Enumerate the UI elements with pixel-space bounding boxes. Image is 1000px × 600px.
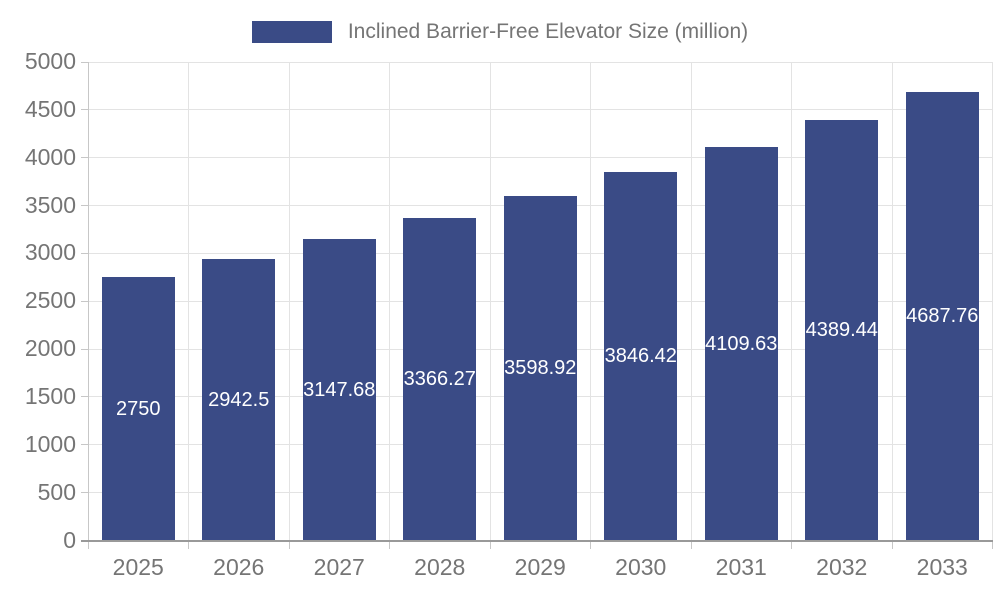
x-axis-tick bbox=[489, 540, 491, 549]
bar-value-label: 3366.27 bbox=[403, 368, 476, 391]
y-axis-tick-label: 0 bbox=[63, 526, 76, 553]
bar bbox=[905, 91, 979, 541]
x-axis-tick-label: 2032 bbox=[816, 554, 868, 580]
v-gridline bbox=[489, 62, 491, 541]
y-axis-tick bbox=[81, 492, 88, 494]
bar bbox=[503, 196, 577, 541]
x-axis-tick bbox=[288, 540, 290, 549]
x-axis-tick-label: 2027 bbox=[313, 554, 365, 580]
x-axis-tick bbox=[992, 540, 993, 549]
h-gridline bbox=[88, 109, 993, 111]
x-axis-tick-label: 2033 bbox=[916, 554, 968, 580]
v-gridline bbox=[389, 62, 390, 541]
v-gridline bbox=[188, 62, 189, 541]
bar-value-label: 4389.44 bbox=[805, 319, 878, 342]
y-axis-tick-label: 5000 bbox=[24, 48, 76, 74]
bar bbox=[202, 258, 276, 541]
y-axis-tick bbox=[81, 348, 88, 350]
bar-value-label: 3846.42 bbox=[604, 345, 677, 368]
y-axis-tick-label: 4000 bbox=[24, 143, 76, 170]
x-axis-tick-label: 2025 bbox=[112, 554, 164, 580]
bar bbox=[604, 172, 678, 541]
legend[interactable]: Inclined Barrier-Free Elevator Size (mil… bbox=[0, 14, 1000, 50]
x-axis-tick bbox=[87, 540, 89, 549]
v-gridline bbox=[791, 62, 792, 541]
v-gridline bbox=[690, 62, 692, 541]
x-axis-tick-label: 2026 bbox=[213, 554, 265, 580]
bar bbox=[101, 277, 175, 541]
x-axis-tick-label: 2030 bbox=[615, 554, 667, 580]
x-axis-tick-label: 2029 bbox=[514, 554, 566, 580]
y-axis-tick bbox=[81, 444, 88, 446]
x-axis-tick-label: 2031 bbox=[715, 554, 767, 580]
x-axis-tick bbox=[690, 540, 692, 549]
y-axis-tick bbox=[81, 157, 88, 159]
y-axis-tick bbox=[81, 61, 88, 63]
h-gridline bbox=[88, 61, 993, 63]
x-axis-tick bbox=[891, 540, 893, 549]
bar-value-label: 4109.63 bbox=[705, 332, 778, 355]
bar-value-label: 2750 bbox=[116, 397, 161, 420]
bar bbox=[805, 120, 879, 541]
bar bbox=[403, 218, 477, 541]
bar bbox=[704, 147, 778, 541]
x-axis-tick bbox=[188, 540, 189, 549]
y-axis-tick bbox=[81, 252, 88, 254]
bar-value-label: 4687.76 bbox=[906, 305, 979, 328]
x-axis-tick bbox=[389, 540, 390, 549]
y-axis-tick-label: 2000 bbox=[24, 335, 76, 362]
y-axis-tick-label: 1500 bbox=[24, 382, 76, 409]
v-gridline bbox=[992, 62, 993, 541]
y-axis-line bbox=[87, 62, 89, 542]
h-gridline bbox=[88, 157, 993, 159]
y-axis-tick-label: 3500 bbox=[24, 191, 76, 218]
y-axis-tick bbox=[81, 300, 88, 302]
v-gridline bbox=[590, 62, 591, 541]
y-axis-tick-label: 2500 bbox=[24, 287, 76, 314]
bar bbox=[302, 239, 376, 541]
y-axis-tick-label: 3000 bbox=[24, 239, 76, 266]
y-axis-tick bbox=[81, 109, 88, 111]
bar-value-label: 2942.5 bbox=[208, 388, 270, 411]
legend-swatch-icon bbox=[251, 21, 332, 43]
y-axis-tick-label: 1000 bbox=[24, 430, 76, 457]
y-axis-tick bbox=[81, 396, 88, 398]
x-axis-tick bbox=[791, 540, 792, 549]
x-axis-tick bbox=[590, 540, 591, 549]
y-axis-tick bbox=[81, 205, 88, 207]
y-axis-tick-label: 500 bbox=[37, 478, 76, 505]
x-axis-line bbox=[81, 540, 993, 542]
x-axis-tick-label: 2028 bbox=[414, 554, 466, 580]
v-gridline bbox=[288, 62, 290, 541]
y-axis-tick-label: 4500 bbox=[24, 95, 76, 122]
bar-value-label: 3598.92 bbox=[504, 357, 577, 380]
bar-value-label: 3147.68 bbox=[303, 378, 376, 401]
v-gridline bbox=[891, 62, 893, 541]
legend-label: Inclined Barrier-Free Elevator Size (mil… bbox=[347, 20, 749, 43]
